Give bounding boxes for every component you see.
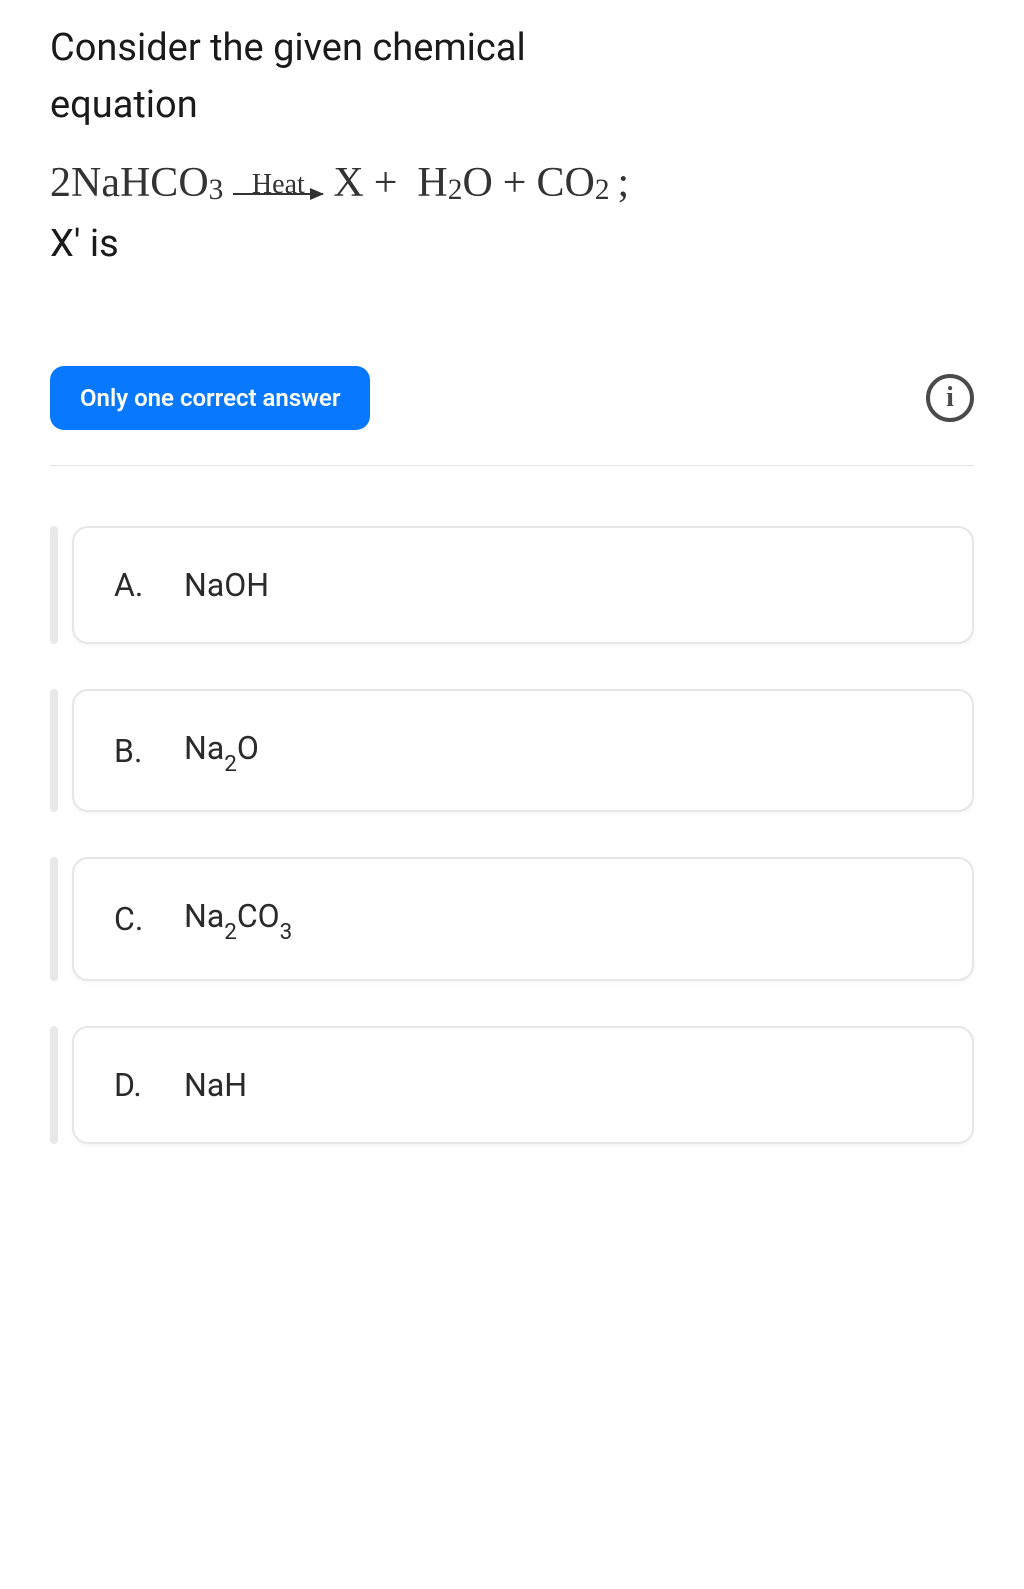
info-icon-glyph: i [946,382,954,414]
options-list: A. NaOH B. Na2O C. Na2CO3 D. NaH [50,526,974,1144]
option-mark [50,857,58,980]
option-d[interactable]: D. NaH [50,1026,974,1144]
plus-2: + [503,159,527,207]
reactant-sub: 3 [209,174,224,207]
h2o-o: O [462,159,492,207]
option-letter: D. [114,1066,146,1104]
option-a[interactable]: A. NaOH [50,526,974,644]
product-x: X [333,159,363,207]
h2o-sub: 2 [448,174,463,207]
option-letter: A. [114,566,146,604]
option-card: A. NaOH [72,526,974,644]
chemical-equation: 2NaHCO3 Heat X + H2O + CO2 ; [50,159,974,207]
option-content: NaOH [184,566,269,604]
option-content: NaH [184,1066,247,1104]
option-content: Na2O [184,729,259,772]
option-card: D. NaH [72,1026,974,1144]
option-card: B. Na2O [72,689,974,812]
option-content: Na2CO3 [184,897,292,940]
answer-type-badge: Only one correct answer [50,366,370,430]
badge-row: Only one correct answer i [50,366,974,430]
question-line-1: Consider the given chemical [50,26,526,70]
option-mark [50,1026,58,1144]
reactant: NaHCO [71,159,209,207]
reaction-arrow: Heat [233,171,323,195]
question-text: Consider the given chemical equation [50,20,974,134]
option-mark [50,689,58,812]
co2-co: CO [536,159,594,207]
option-c[interactable]: C. Na2CO3 [50,857,974,980]
info-icon[interactable]: i [926,374,974,422]
option-card: C. Na2CO3 [72,857,974,980]
option-letter: B. [114,732,146,770]
divider [50,465,974,466]
h2o-h: H [417,159,447,207]
plus-1: + [374,159,398,207]
eq-tail: ; [618,159,630,207]
option-mark [50,526,58,644]
option-b[interactable]: B. Na2O [50,689,974,812]
option-letter: C. [114,900,146,938]
x-is-text: X' is [50,222,974,266]
question-line-2: equation [50,83,198,127]
co2-sub: 2 [595,174,610,207]
reactant-coef: 2 [50,159,71,207]
arrow-icon [233,193,323,195]
